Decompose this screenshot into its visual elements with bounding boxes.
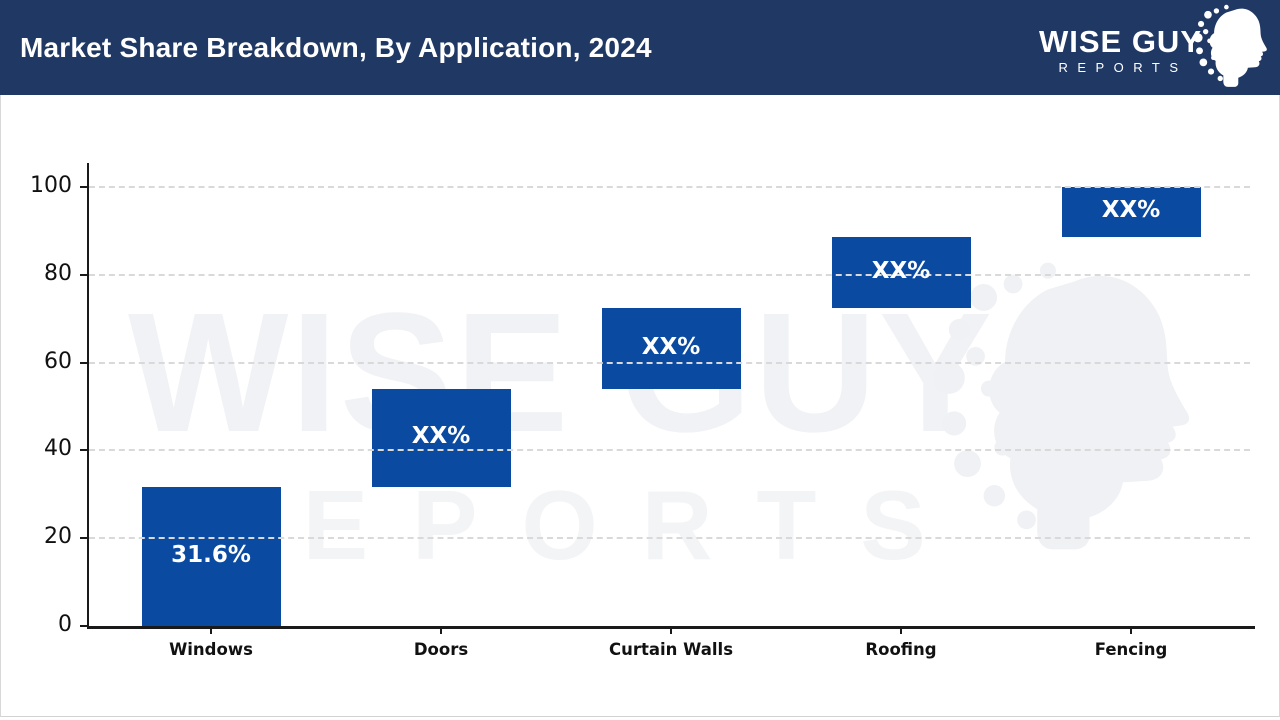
chart-title: Market Share Breakdown, By Application, … [20,31,652,63]
bar-segment [831,237,971,309]
x-axis-category-label: Windows [169,640,253,659]
y-axis-tick-label: 40 [44,436,72,462]
y-axis-tick-label: 20 [44,524,72,550]
gridline [89,449,1250,452]
bar-value-label: XX% [871,257,931,284]
x-axis-tick [670,626,672,634]
x-axis-tick [1130,626,1132,634]
gridline [89,273,1250,276]
x-axis-line [87,626,1255,629]
x-axis-tick [440,626,442,634]
logo-subtitle: REPORTS [1058,59,1188,75]
bar-segment [371,388,511,488]
bar-value-label: XX% [411,423,471,450]
logo-head-icon [1193,4,1267,87]
x-axis-category-label: Roofing [865,640,937,659]
logo-wordmark-block: WISE GUY REPORTS [1039,26,1202,75]
bar-value-label: XX% [641,333,701,360]
x-axis-tick [900,626,902,634]
bar-value-label: XX% [1101,197,1161,224]
x-axis-category-label: Doors [413,640,469,659]
y-axis-tick [80,449,87,452]
logo-wordmark: WISE GUY [1038,23,1202,59]
header-bar: Market Share Breakdown, By Application, … [0,0,1280,95]
y-axis-tick-label: 100 [30,173,72,198]
bar-value-label: 31.6% [171,541,251,568]
gridline [89,361,1250,364]
bar-segment [1061,187,1201,238]
x-axis-category-label: Fencing [1094,640,1168,659]
y-axis-tick-label: 60 [44,348,72,374]
x-axis-tick [210,626,212,634]
y-axis-tick-label: 0 [58,612,72,637]
y-axis-tick [80,625,87,627]
y-axis-tick [80,186,87,188]
gridline [89,186,1250,188]
brand-logo: WISE GUY REPORTS [1039,4,1274,90]
bar-segment [601,308,741,389]
bar-segment [141,487,281,626]
y-axis-tick-label: 80 [44,260,72,286]
y-axis-line [87,163,89,628]
y-axis-tick [80,361,87,364]
gridline [89,537,1250,540]
x-axis-category-label: Curtain Walls [608,640,734,659]
y-axis-tick [80,537,87,540]
y-axis-tick [80,273,87,276]
